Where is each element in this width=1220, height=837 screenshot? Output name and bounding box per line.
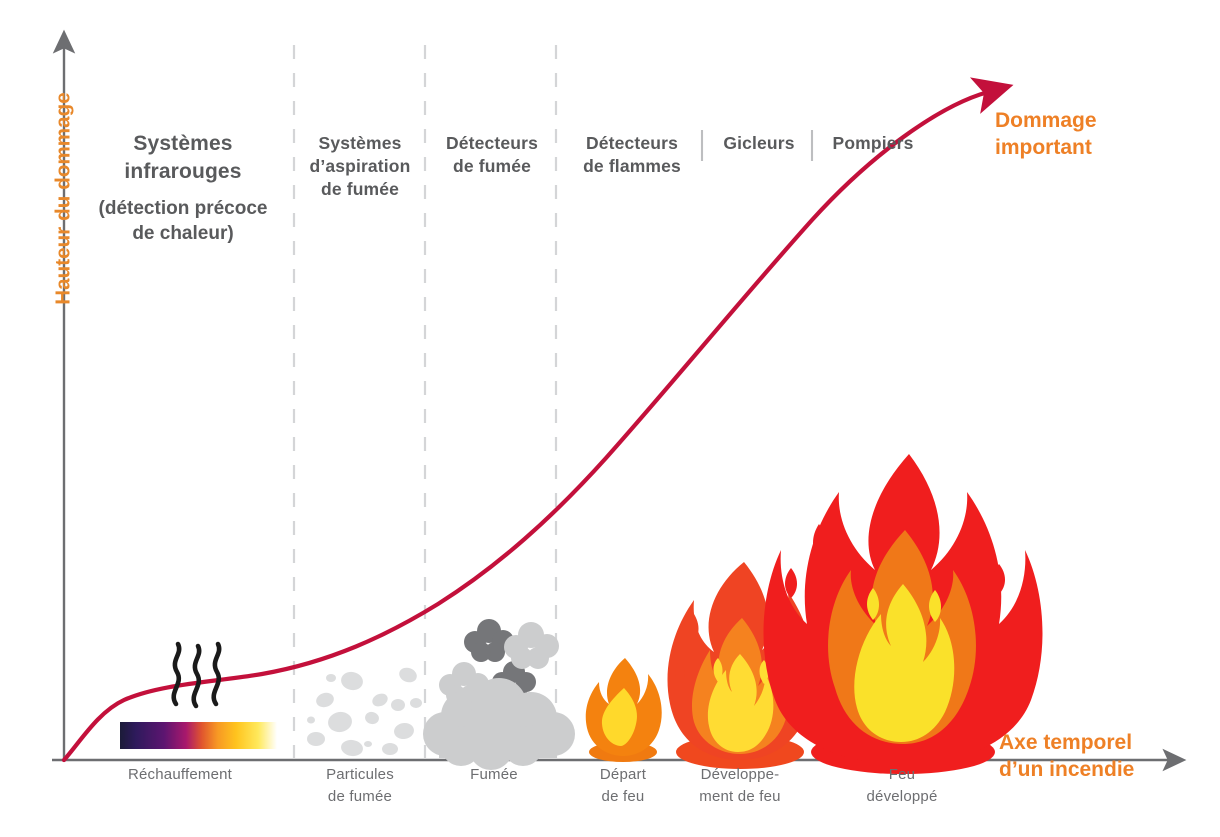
large-flame-icon [763, 454, 1043, 774]
stage-label-warming: Réchauffement [127, 766, 233, 783]
stage-label-developed-fire: Feu développé [866, 766, 938, 805]
thermal-gradient-bar [120, 722, 277, 749]
medium-flame-icon [667, 562, 814, 769]
x-axis-title: Axe temporel d’un incendie [999, 731, 1135, 781]
system-label-smoke-detectors: Détecteurs de fumée [446, 133, 538, 177]
damage-annotation: Dommage important [995, 109, 1097, 159]
system-label-flame-detectors: Détecteurs de flammes [583, 133, 681, 177]
stage-label-smoke: Fumée [470, 766, 518, 783]
stage-label-fire-start: Départ de feu [599, 766, 647, 805]
small-flame-icon [585, 658, 662, 762]
system-label-dividers [700, 130, 814, 161]
system-label-aspiration: Systèmes d’aspiration de fumée [309, 133, 411, 200]
smoke-cloud-icon [423, 619, 575, 770]
system-sublabel-infrared: (détection précoce de chaleur) [98, 198, 268, 245]
system-label-sprinklers: Gicleurs [723, 133, 795, 153]
stage-label-fire-development: Développe- ment de feu [699, 766, 781, 805]
system-label-infrared: Systèmes infrarouges [124, 132, 242, 183]
stage-label-smoke-particles: Particules de fumée [326, 766, 394, 805]
system-label-firefighters: Pompiers [832, 133, 914, 153]
damage-curve [61, 77, 1014, 763]
smoke-particles-icon [307, 667, 422, 757]
heat-waves-icon [171, 641, 222, 709]
